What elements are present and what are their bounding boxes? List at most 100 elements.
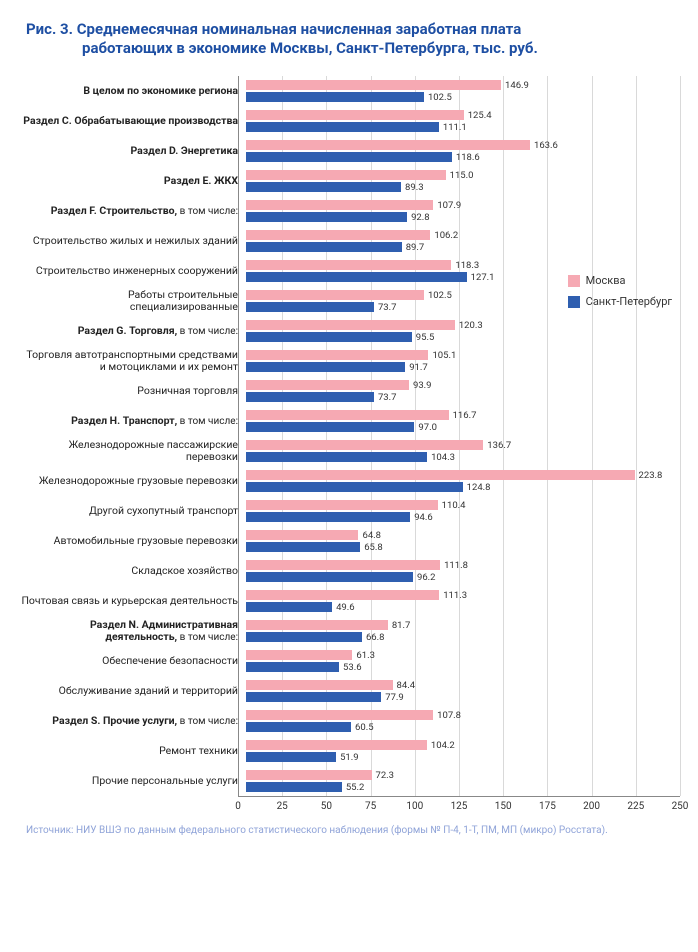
- bar-value-moscow: 81.7: [392, 620, 411, 631]
- bar-fill-spb: [246, 92, 424, 102]
- bar-spb: 77.9: [246, 692, 680, 702]
- bar-moscow: 163.6: [246, 140, 680, 150]
- bar-spb: 111.1: [246, 122, 680, 132]
- table-row: Ремонт техники104.251.9: [18, 736, 680, 766]
- bar-fill-moscow: [246, 590, 439, 600]
- row-plot: 104.251.9: [246, 736, 680, 766]
- bar-fill-spb: [246, 572, 413, 582]
- bar-spb: 89.7: [246, 242, 680, 252]
- row-label: Раздел N. Административная деятельность,…: [18, 619, 246, 644]
- row-plot: 163.6118.6: [246, 136, 680, 166]
- bar-fill-moscow: [246, 500, 438, 510]
- bar-moscow: 61.3: [246, 650, 680, 660]
- bar-value-spb: 73.7: [378, 302, 397, 313]
- bar-fill-moscow: [246, 350, 428, 360]
- bar-moscow: 105.1: [246, 350, 680, 360]
- bar-fill-moscow: [246, 680, 393, 690]
- bar-fill-spb: [246, 332, 412, 342]
- row-plot: 111.896.2: [246, 556, 680, 586]
- bar-spb: 104.3: [246, 452, 680, 462]
- bar-fill-spb: [246, 152, 452, 162]
- bar-value-spb: 65.8: [364, 542, 383, 553]
- bar-value-spb: 73.7: [378, 392, 397, 403]
- bar-moscow: 111.3: [246, 590, 680, 600]
- x-tick-label: 125: [451, 801, 468, 812]
- bar-value-spb: 97.0: [418, 422, 437, 433]
- bar-value-moscow: 107.9: [437, 200, 461, 211]
- table-row: Раздел E. ЖКХ115.089.3: [18, 166, 680, 196]
- row-label: Другой сухопутный транспорт: [18, 505, 246, 517]
- bar-moscow: 107.9: [246, 200, 680, 210]
- table-row: Обслуживание зданий и территорий84.477.9: [18, 676, 680, 706]
- bar-spb: 55.2: [246, 782, 680, 792]
- bar-value-moscow: 120.3: [459, 320, 483, 331]
- bar-fill-spb: [246, 122, 439, 132]
- bar-value-moscow: 116.7: [453, 410, 477, 421]
- bar-moscow: 115.0: [246, 170, 680, 180]
- bar-value-moscow: 136.7: [487, 440, 511, 451]
- bar-value-moscow: 93.9: [413, 380, 432, 391]
- bar-spb: 118.6: [246, 152, 680, 162]
- row-label: Раздел F. Строительство, в том числе:: [18, 205, 246, 218]
- bar-fill-spb: [246, 602, 332, 612]
- bar-moscow: 136.7: [246, 440, 680, 450]
- x-tick-label: 150: [495, 801, 512, 812]
- x-tick-label: 100: [406, 801, 423, 812]
- chart-area: В целом по экономике региона146.9102.5Ра…: [18, 76, 680, 819]
- bar-spb: 60.5: [246, 722, 680, 732]
- row-plot: 107.860.5: [246, 706, 680, 736]
- table-row: Раздел S. Прочие услуги, в том числе:107…: [18, 706, 680, 736]
- row-plot: 84.477.9: [246, 676, 680, 706]
- bar-moscow: 223.8: [246, 470, 680, 480]
- bar-moscow: 72.3: [246, 770, 680, 780]
- bar-value-spb: 91.7: [409, 362, 428, 373]
- bar-value-moscow: 163.6: [534, 140, 558, 151]
- table-row: Прочие персональные услуги72.355.2: [18, 766, 680, 796]
- bar-fill-moscow: [246, 650, 352, 660]
- bar-value-moscow: 125.4: [468, 110, 492, 121]
- source-note: Источник: НИУ ВШЭ по данным федерального…: [18, 825, 680, 836]
- bar-moscow: 110.4: [246, 500, 680, 510]
- row-label: Почтовая связь и курьерская деятельность: [18, 595, 246, 607]
- bar-fill-moscow: [246, 80, 501, 90]
- bar-value-spb: 111.1: [443, 122, 467, 133]
- bar-fill-spb: [246, 752, 336, 762]
- row-label: Раздел D. Энергетика: [18, 145, 246, 157]
- bar-value-spb: 49.6: [336, 602, 355, 613]
- bar-value-moscow: 111.3: [443, 590, 467, 601]
- row-plot: 111.3 49.6: [246, 586, 680, 616]
- bar-value-moscow: 106.2: [434, 230, 458, 241]
- bar-value-spb: 102.5: [428, 92, 452, 103]
- table-row: Раздел C. Обрабатывающие производства125…: [18, 106, 680, 136]
- table-row: В целом по экономике региона146.9102.5: [18, 76, 680, 106]
- bar-fill-spb: [246, 482, 463, 492]
- bar-value-spb: 89.7: [406, 242, 425, 253]
- bar-fill-spb: [246, 242, 402, 252]
- bar-value-spb: 96.2: [417, 572, 436, 583]
- x-tick-label: 0: [235, 801, 241, 812]
- row-plot: 61.353.6: [246, 646, 680, 676]
- bar-value-spb: 95.5: [416, 332, 435, 343]
- bar-fill-spb: [246, 452, 427, 462]
- bar-spb: 96.2: [246, 572, 680, 582]
- bar-fill-moscow: [246, 170, 446, 180]
- bar-value-moscow: 110.4: [442, 500, 466, 511]
- bar-fill-spb: [246, 212, 407, 222]
- row-plot: 106.2 89.7: [246, 226, 680, 256]
- table-row: Строительство жилых и нежилых зданий106.…: [18, 226, 680, 256]
- bar-moscow: 116.7: [246, 410, 680, 420]
- bar-value-moscow: 61.3: [356, 650, 375, 661]
- x-tick-label: 175: [539, 801, 556, 812]
- x-tick-label: 75: [365, 801, 376, 812]
- bar-fill-spb: [246, 362, 405, 372]
- row-label: Работы строительные специализированные: [18, 289, 246, 313]
- bar-fill-spb: [246, 632, 362, 642]
- row-plot: 223.8124.8: [246, 466, 680, 496]
- row-label: Строительство жилых и нежилых зданий: [18, 235, 246, 247]
- bar-fill-spb: [246, 662, 339, 672]
- bar-spb: 97.0: [246, 422, 680, 432]
- row-plot: 107.992.8: [246, 196, 680, 226]
- table-row: Другой сухопутный транспорт110.494.6: [18, 496, 680, 526]
- legend-item-spb: Санкт-Петербург: [568, 295, 672, 308]
- bar-fill-moscow: [246, 410, 449, 420]
